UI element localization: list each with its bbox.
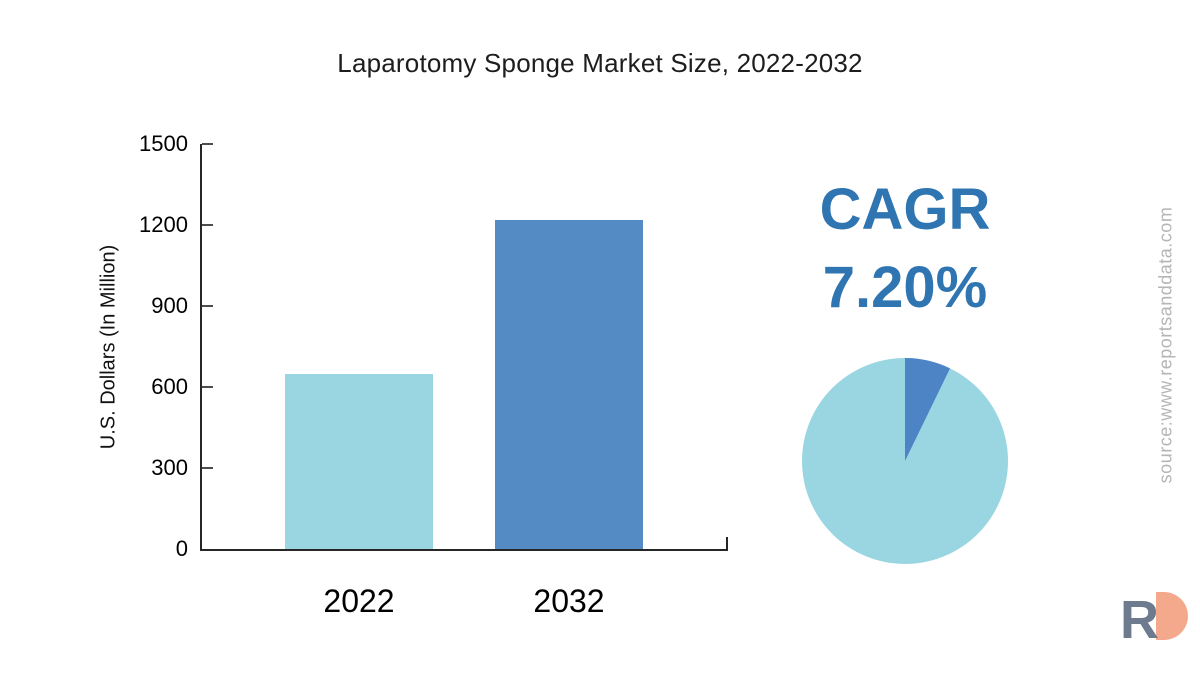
y-tick-mark <box>202 305 213 307</box>
y-tick-label: 300 <box>151 455 188 480</box>
y-axis-title: U.S. Dollars (In Million) <box>97 244 120 450</box>
y-tick-label: 0 <box>175 536 188 561</box>
source-watermark: source:www.reportsanddata.com <box>1155 206 1176 484</box>
bar-group <box>202 144 728 549</box>
bar-2032 <box>495 219 643 549</box>
y-ticks: 0 300 600 900 1200 1500 <box>139 132 728 561</box>
bar-2022 <box>285 373 433 549</box>
logo-d-shape <box>1156 592 1188 640</box>
pie-cagr-slice <box>905 358 951 461</box>
pie-chart <box>802 358 1008 564</box>
logo-letter: R <box>1120 590 1159 644</box>
y-tick-mark <box>202 386 213 388</box>
x-labels: 2022 2032 <box>202 583 728 623</box>
y-tick-label: 900 <box>151 293 188 318</box>
cagr-value: 7.20% <box>822 255 988 320</box>
brand-logo: R <box>1120 590 1188 644</box>
y-tick-mark <box>202 224 213 226</box>
x-tick-label: 2022 <box>323 583 395 619</box>
cagr-label: CAGR <box>819 177 991 242</box>
y-tick-label: 600 <box>151 374 188 399</box>
y-tick-mark <box>202 467 213 469</box>
y-tick-label: 1200 <box>139 212 188 237</box>
y-tick-label: 1500 <box>139 131 188 156</box>
x-axis-end-tick <box>726 537 728 549</box>
chart-title: Laparotomy Sponge Market Size, 2022-2032 <box>337 48 863 78</box>
cagr-block: CAGR 7.20% <box>790 178 1020 320</box>
plot-area: 0 300 600 900 1200 1500 <box>139 132 728 561</box>
y-tick-mark <box>202 143 213 145</box>
x-tick-label: 2032 <box>533 583 605 619</box>
